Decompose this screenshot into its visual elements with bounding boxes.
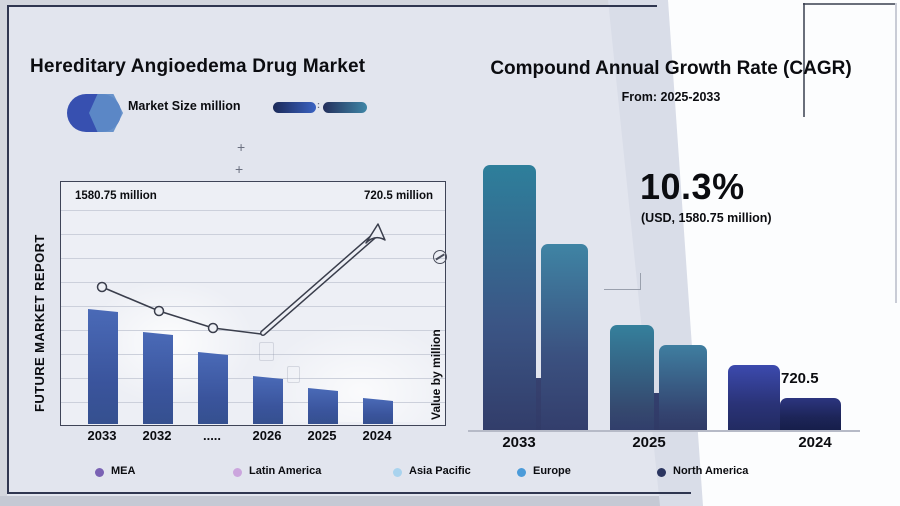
legend-label: Asia Pacific — [409, 465, 471, 477]
cagr-title: Compound Annual Growth Rate (CAGR) — [490, 58, 852, 79]
outer-edge-left — [0, 0, 7, 506]
bar-intermediate — [198, 352, 228, 424]
gradient-pill-icon-right — [323, 102, 367, 113]
bar-2024 — [363, 398, 393, 424]
legend-marker-latin-america — [233, 468, 242, 477]
outer-edge-right — [895, 3, 897, 303]
market-size-label: Market Size million — [128, 99, 241, 113]
bar-2024-a — [728, 365, 780, 430]
page-title: Hereditary Angioedema Drug Market — [30, 56, 366, 77]
outer-edge-top — [0, 0, 900, 6]
frame-line-left — [7, 5, 9, 494]
x-axis-line — [468, 430, 860, 432]
gridline — [61, 306, 445, 307]
ghost-clipboard-icon — [287, 366, 300, 383]
bar-2032 — [143, 332, 173, 424]
bar-2026 — [253, 376, 283, 424]
legend: MEA Latin America Asia Pacific Europe No… — [0, 460, 900, 490]
bar-2033 — [88, 309, 118, 424]
cagr-subtitle: From: 2025-2033 — [621, 90, 721, 104]
bar-2033-a — [483, 165, 536, 430]
category-label: 2026 — [252, 428, 282, 443]
bottom-strip — [0, 496, 706, 506]
category-label: 2025 — [632, 434, 666, 451]
gridline — [61, 330, 445, 331]
bar-2033-bridge — [536, 378, 541, 430]
category-label: 2024 — [798, 434, 832, 451]
category-label: 2033 — [502, 434, 536, 451]
frame-corner-top-right-v — [803, 3, 805, 117]
plus-mark-2: + — [235, 161, 244, 177]
legend-marker-mea — [95, 468, 104, 477]
bar-2025-a — [610, 325, 654, 430]
legend-label: North America — [673, 465, 749, 477]
legend-marker-north-america — [657, 468, 666, 477]
left-chart-category-axis: 2033 2032 ..... 2026 2025 2024 — [60, 428, 444, 446]
gridline — [61, 354, 445, 355]
frame-line-bottom — [7, 492, 691, 494]
legend-label: Europe — [533, 465, 571, 477]
chart-max-value-label: 1580.75 million — [75, 190, 157, 202]
chart-min-value-label: 720.5 million — [363, 190, 433, 202]
legend-marker-asia-pacific — [393, 468, 402, 477]
legend-label: Latin America — [249, 465, 322, 477]
legend-marker-europe — [517, 468, 526, 477]
gradient-pill-icon-left — [273, 102, 316, 113]
cagr-note: (USD, 1580.75 million) — [641, 211, 772, 225]
bar-2025-bridge — [654, 393, 659, 430]
category-label: ..... — [202, 428, 222, 443]
category-label: 2033 — [87, 428, 117, 443]
market-size-chart: 1580.75 million 720.5 million — [60, 181, 446, 426]
bar-2025-b — [659, 345, 707, 430]
category-label: 2024 — [362, 428, 392, 443]
trendline-arrow — [96, 223, 386, 336]
bar-2033-b — [541, 244, 588, 430]
gridline — [61, 258, 445, 259]
ghost-bracket-line-v — [640, 273, 641, 290]
ghost-bracket-line-h — [604, 289, 641, 290]
watermark-future-market-report: FUTURE MARKET REPORT — [32, 234, 47, 412]
frame-corner-top-right-h — [803, 3, 897, 5]
bar-2025 — [308, 388, 338, 424]
legend-label: MEA — [111, 465, 136, 477]
cagr-value: 10.3% — [640, 166, 745, 207]
gridline — [61, 282, 445, 283]
value-axis-label: Value by million — [429, 329, 443, 420]
ghost-clipboard-icon — [259, 342, 274, 361]
bar-2024-b — [780, 398, 841, 430]
gridline — [61, 210, 445, 211]
pill-separator: : — [317, 100, 320, 110]
circle-slash-icon — [433, 250, 447, 264]
plus-mark-1: + — [237, 139, 246, 155]
gridline — [61, 234, 445, 235]
category-label: 2025 — [307, 428, 337, 443]
value-720-label: 720.5 — [781, 370, 819, 387]
category-label: 2032 — [142, 428, 172, 443]
frame-line-top — [7, 5, 657, 7]
cagr-chart: 720.5 2033 2025 2024 — [455, 160, 875, 460]
